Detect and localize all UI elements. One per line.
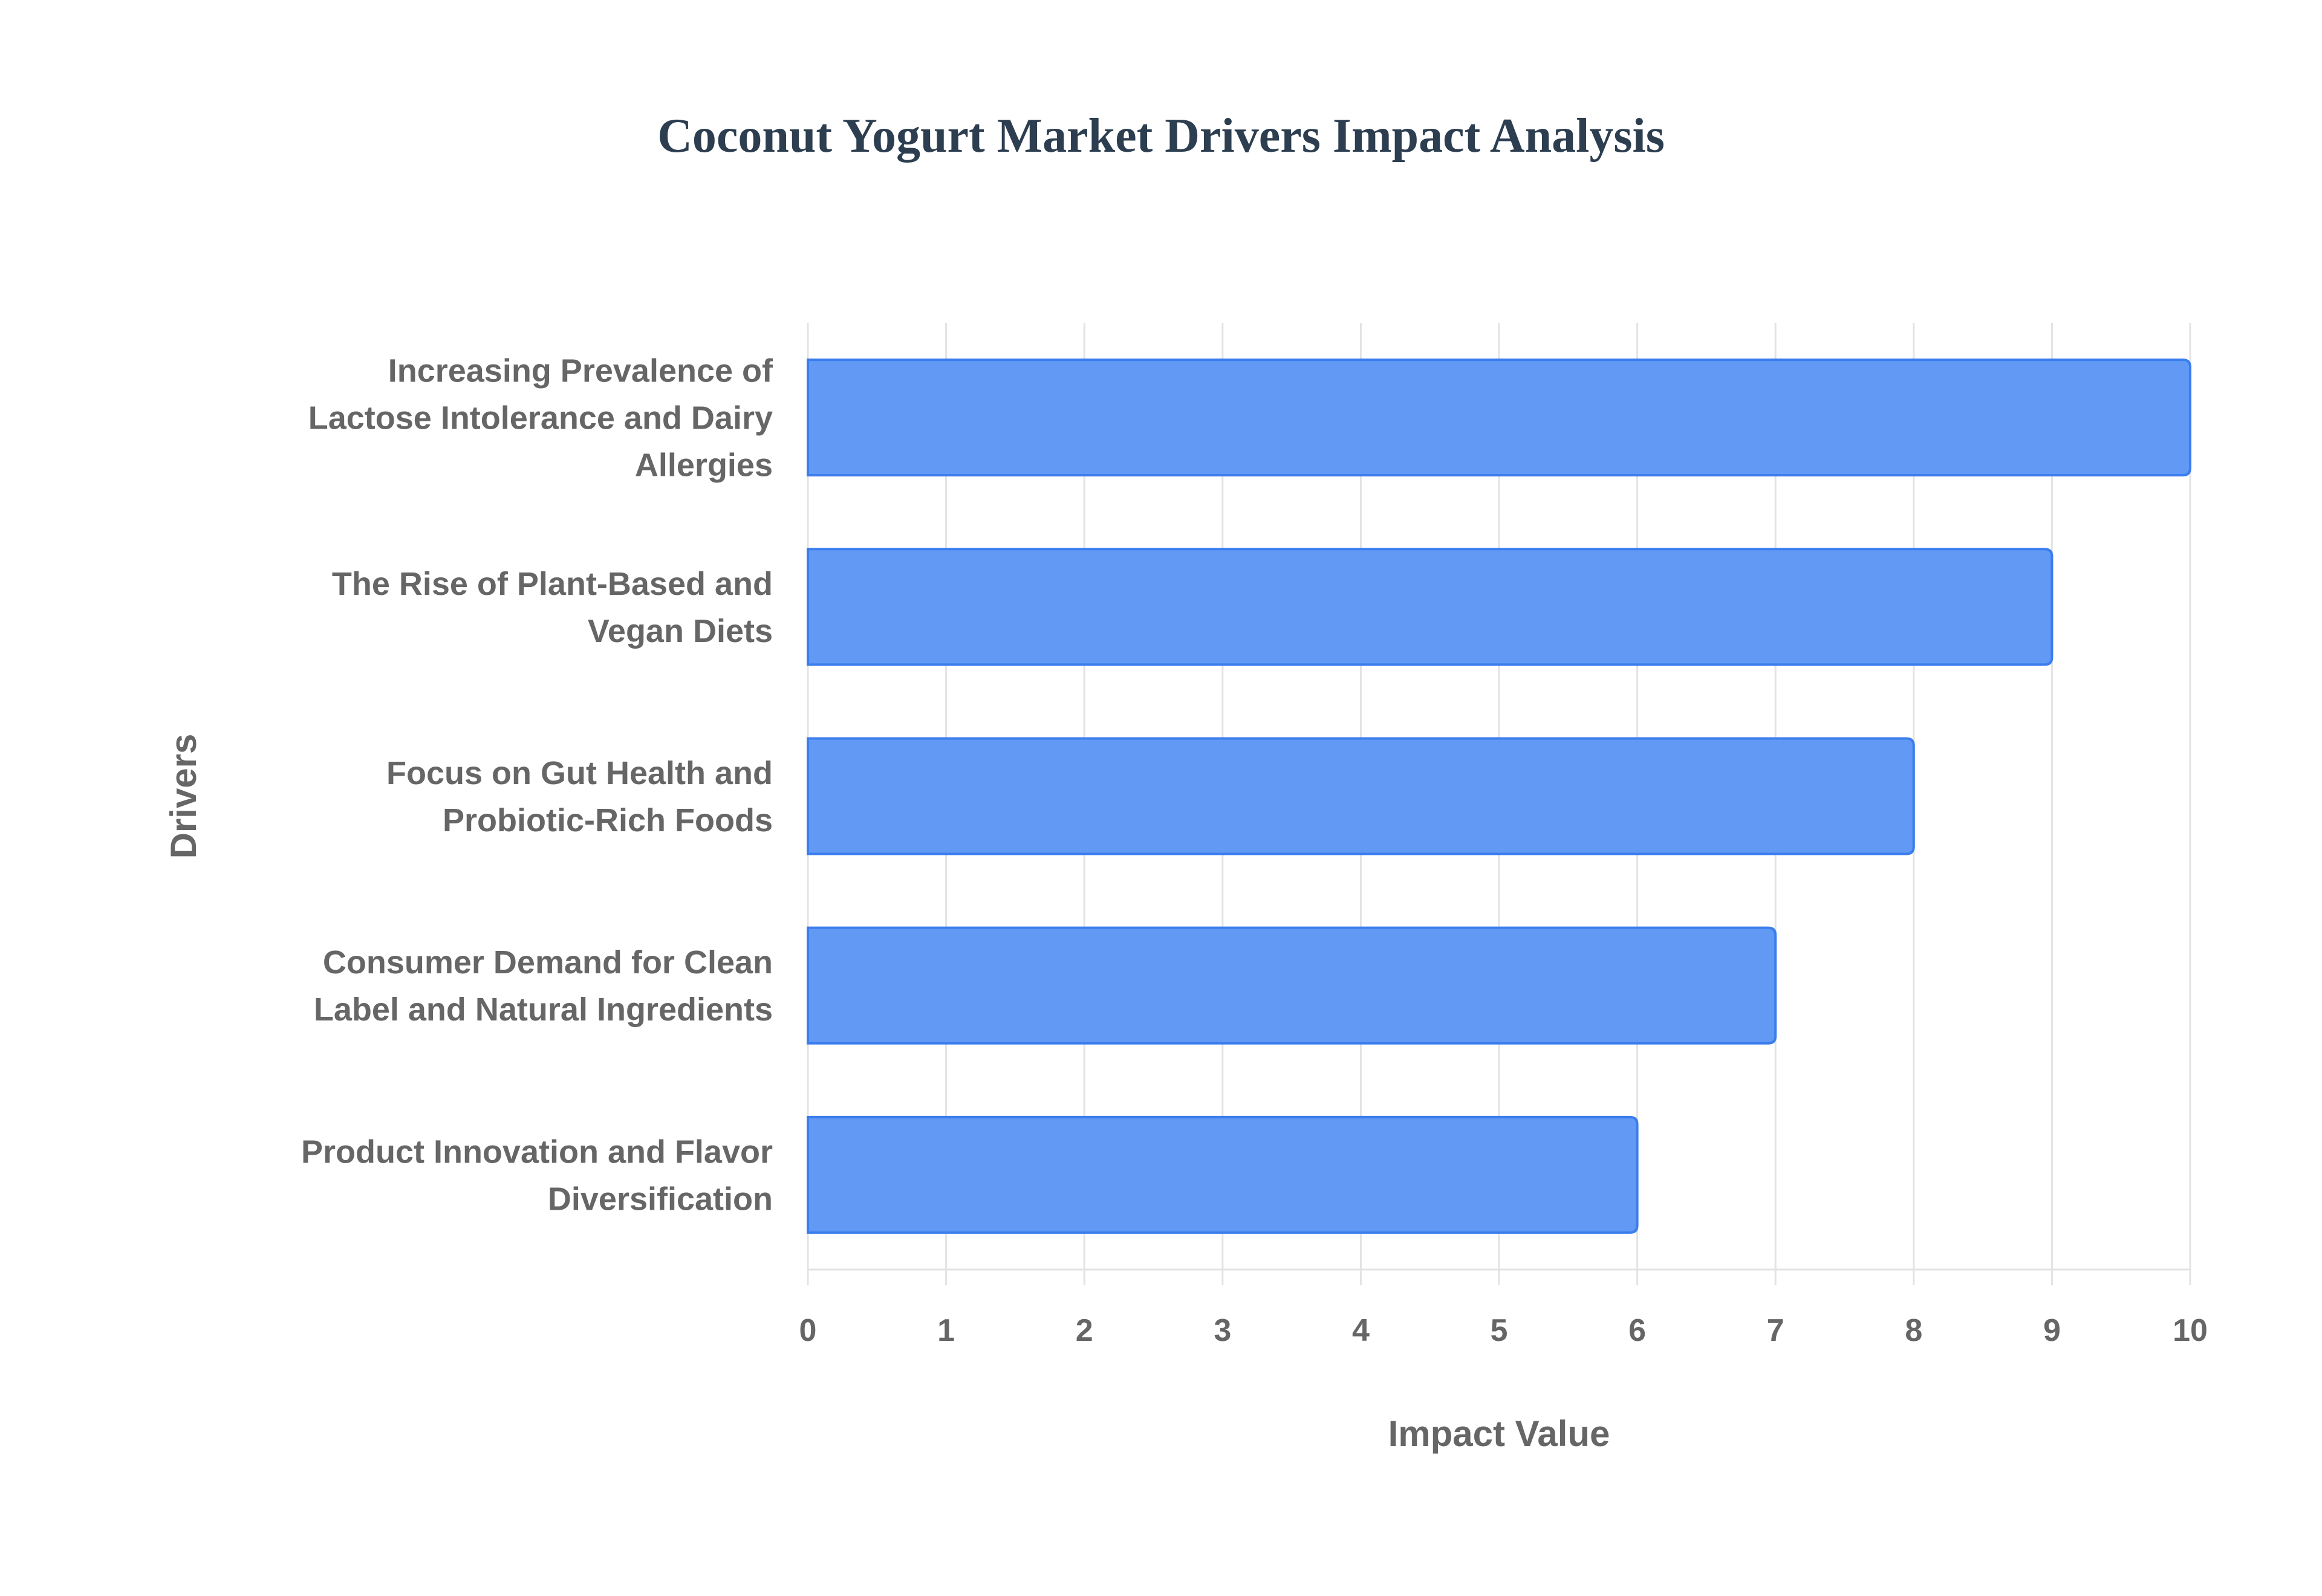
y-tick-label: Diversification xyxy=(548,1181,773,1217)
x-tick-label: 1 xyxy=(937,1313,955,1348)
y-tick-label: Probiotic-Rich Foods xyxy=(443,802,773,839)
x-axis-title: Impact Value xyxy=(1388,1413,1610,1454)
y-tick-label: Product Innovation and Flavor xyxy=(301,1134,773,1170)
y-tick-label: Allergies xyxy=(635,447,773,484)
x-tick-label: 7 xyxy=(1767,1313,1784,1348)
bar xyxy=(807,358,2191,477)
y-tick-label: Consumer Demand for Clean xyxy=(323,944,773,981)
x-tick-label: 5 xyxy=(1491,1313,1508,1348)
y-tick-label: Label and Natural Ingredients xyxy=(314,991,773,1028)
x-tick-label: 0 xyxy=(799,1313,817,1348)
x-tick-label: 3 xyxy=(1214,1313,1231,1348)
bar xyxy=(807,1115,1639,1234)
x-tick-label: 8 xyxy=(1905,1313,1922,1348)
x-tick-label: 2 xyxy=(1076,1313,1093,1348)
y-tick-label: Focus on Gut Health and xyxy=(386,755,773,791)
y-axis-title: Drivers xyxy=(163,734,204,859)
bar xyxy=(807,926,1777,1045)
bar xyxy=(807,737,1915,855)
x-tick-label: 6 xyxy=(1628,1313,1646,1348)
bar xyxy=(807,548,2054,666)
x-tick-label: 4 xyxy=(1352,1313,1370,1348)
x-tick-label: 9 xyxy=(2043,1313,2061,1348)
x-tick-label: 10 xyxy=(2173,1313,2208,1348)
y-tick-label: Increasing Prevalence of xyxy=(388,353,773,389)
chart-title: Coconut Yogurt Market Drivers Impact Ana… xyxy=(657,109,1665,163)
y-tick-label: Lactose Intolerance and Dairy xyxy=(308,400,773,436)
y-tick-label: The Rise of Plant-Based and xyxy=(332,566,773,602)
y-tick-label: Vegan Diets xyxy=(588,613,773,649)
